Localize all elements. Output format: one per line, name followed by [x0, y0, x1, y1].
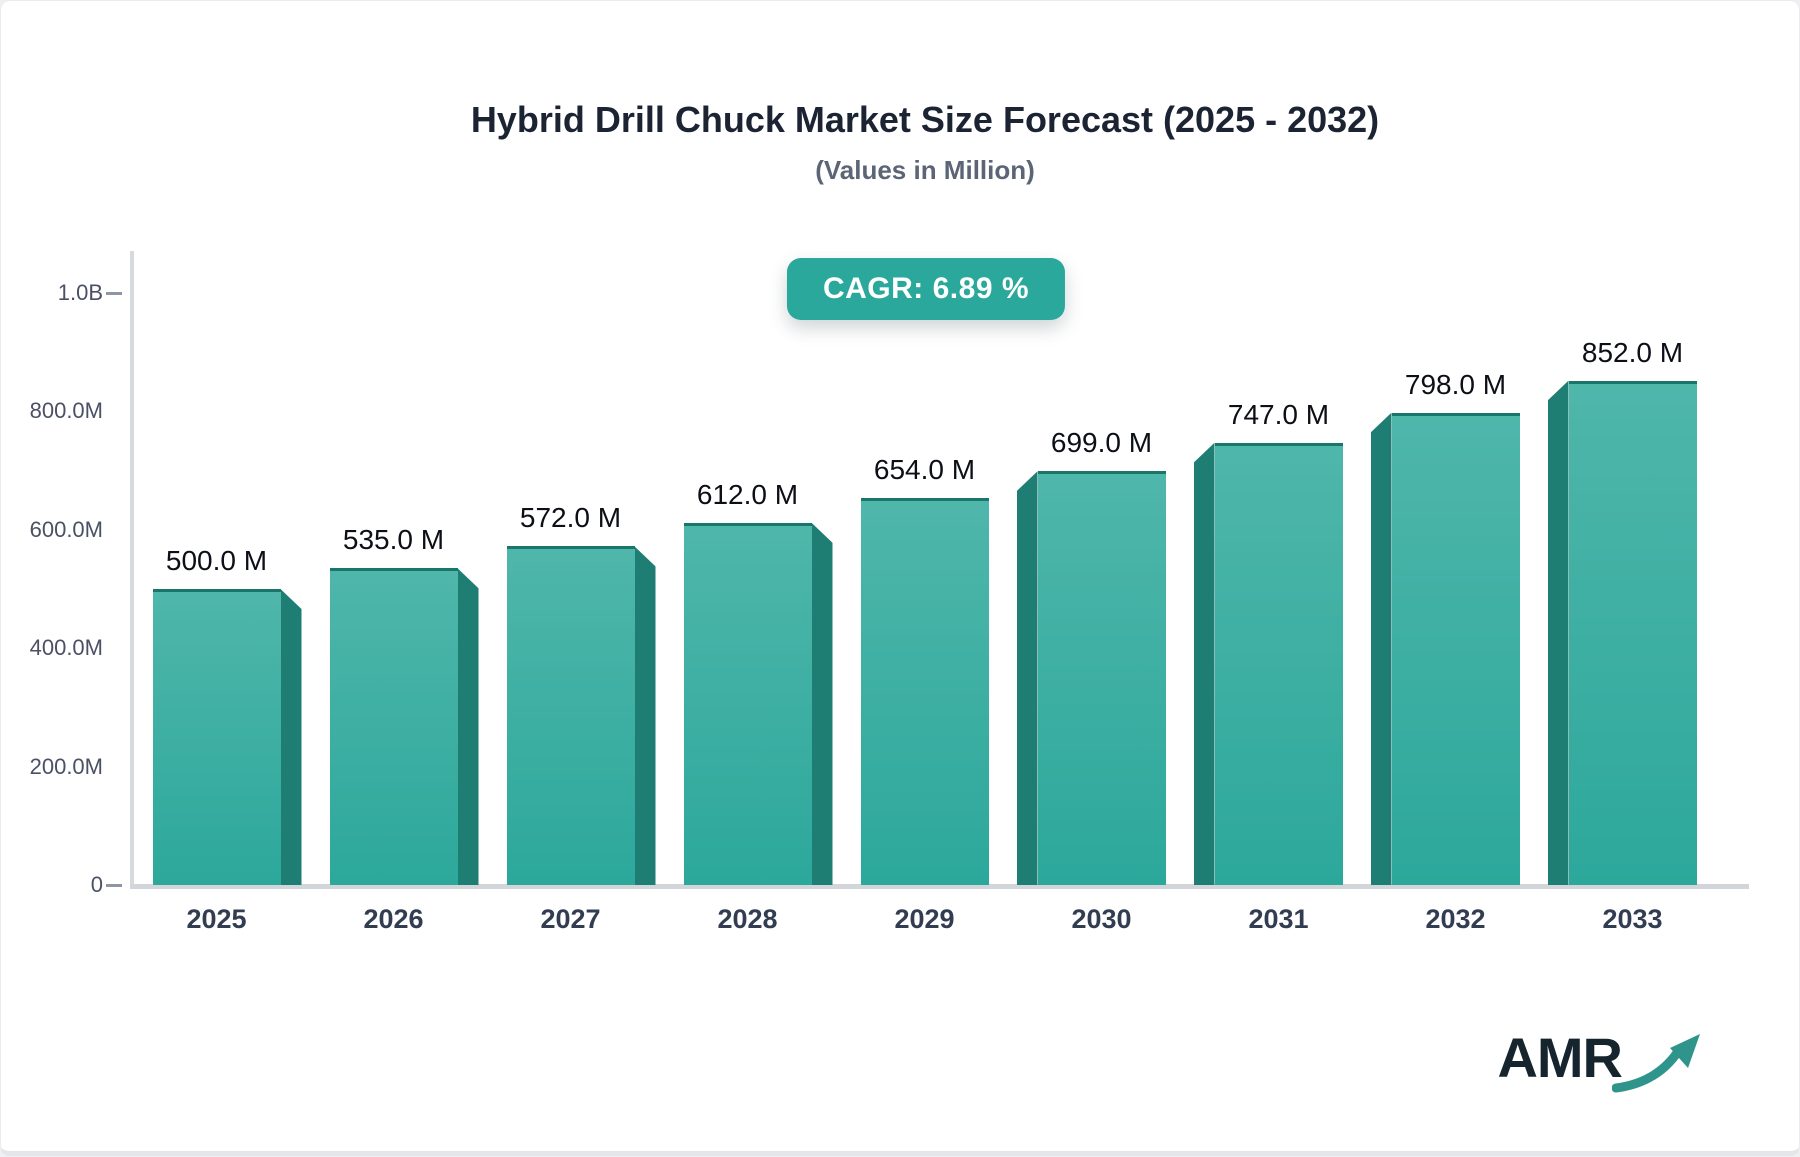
x-axis-category-label: 2025: [186, 904, 247, 934]
x-axis-line: [130, 884, 1749, 889]
bar-2025: [152, 589, 281, 885]
x-axis-category-label: 2028: [717, 904, 778, 934]
bar-side-face: [280, 589, 302, 885]
chart-subtitle: (Values in Million): [815, 155, 1035, 185]
x-axis-category-label: 2027: [540, 904, 601, 934]
y-axis-tick-mark: [106, 883, 122, 887]
y-axis-tick-label: 1.0B: [57, 280, 103, 305]
bar-2031: [1214, 442, 1343, 885]
y-axis-tick-mark: [106, 291, 122, 295]
y-axis-tick-label: 0: [90, 872, 103, 897]
y-axis-tick-label: 400.0M: [29, 635, 103, 661]
x-axis-category-label: 2029: [894, 904, 955, 934]
y-axis-tick-label: 600.0M: [29, 516, 103, 542]
cagr-badge: CAGR: 6.89 %: [786, 258, 1066, 320]
y-axis-line: [130, 251, 134, 889]
y-axis-tick-label: 200.0M: [29, 753, 103, 779]
bar-2026: [329, 568, 458, 885]
bar-value-label: 572.0 M: [519, 502, 622, 534]
bar-side-face: [634, 546, 656, 885]
x-axis-category-label: 2026: [363, 904, 424, 934]
bar-2032: [1391, 412, 1520, 885]
growth-arrow-icon: [1611, 1032, 1704, 1099]
bar-2029: [860, 497, 989, 885]
bar-value-label: 747.0 M: [1227, 398, 1330, 430]
bar-value-label: 699.0 M: [1050, 427, 1153, 459]
bar-side-face: [1016, 471, 1038, 885]
y-axis-tick-label: 800.0M: [29, 398, 103, 424]
bar-value-label: 535.0 M: [342, 524, 445, 556]
x-axis-category-label: 2030: [1071, 904, 1132, 934]
bar-value-label: 612.0 M: [696, 478, 799, 510]
logo-text: AMR: [1497, 1026, 1623, 1089]
x-axis-category-label: 2031: [1248, 904, 1309, 934]
bar-2027: [506, 546, 635, 885]
bar-value-label: 500.0 M: [165, 545, 268, 576]
amr-logo: AMR: [1497, 1030, 1704, 1099]
bar-2030: [1037, 471, 1166, 885]
bar-side-face: [457, 568, 479, 885]
bar-side-face: [811, 522, 833, 885]
bar-value-label: 654.0 M: [873, 453, 976, 485]
bar-2028: [683, 522, 812, 885]
chart-header: Hybrid Drill Chuck Market Size Forecast …: [1, 1, 1799, 186]
bar-side-face: [1370, 412, 1392, 885]
chart-title: Hybrid Drill Chuck Market Size Forecast …: [470, 99, 1380, 140]
bar-side-face: [1193, 442, 1215, 885]
x-axis-category-label: 2032: [1425, 904, 1486, 934]
bar-value-label: 798.0 M: [1404, 368, 1507, 400]
bar-value-label: 852.0 M: [1581, 336, 1684, 368]
bar-2033: [1568, 380, 1697, 885]
x-axis-category-label: 2033: [1602, 904, 1663, 934]
bar-side-face: [1547, 380, 1569, 885]
